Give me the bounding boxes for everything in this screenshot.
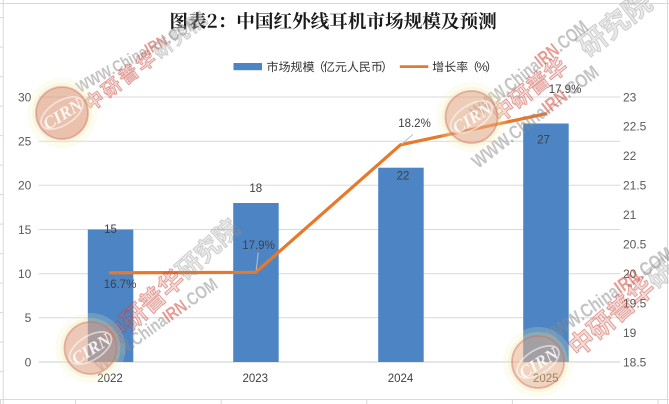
- svg-text:15: 15: [104, 224, 117, 236]
- svg-text:22: 22: [397, 171, 410, 183]
- svg-text:2022: 2022: [97, 373, 123, 385]
- svg-text:25: 25: [18, 134, 32, 148]
- svg-text:10: 10: [18, 267, 32, 281]
- svg-text:19.5: 19.5: [623, 296, 647, 310]
- svg-text:23: 23: [623, 90, 637, 104]
- svg-text:2024: 2024: [388, 373, 414, 385]
- svg-text:30: 30: [18, 90, 32, 104]
- svg-text:18: 18: [249, 183, 262, 195]
- svg-text:16.7%: 16.7%: [104, 279, 137, 291]
- svg-text:27: 27: [537, 135, 550, 147]
- svg-text:17.9%: 17.9%: [549, 84, 582, 96]
- svg-text:17.9%: 17.9%: [242, 240, 275, 252]
- svg-text:2025: 2025: [533, 373, 559, 385]
- svg-text:2023: 2023: [243, 373, 269, 385]
- svg-text:21: 21: [623, 208, 637, 222]
- svg-text:20: 20: [18, 179, 32, 193]
- svg-text:22: 22: [623, 149, 637, 163]
- svg-text:0: 0: [25, 355, 32, 369]
- svg-text:%: %: [477, 60, 488, 74]
- svg-text:20.5: 20.5: [623, 238, 647, 252]
- svg-text:22.5: 22.5: [623, 120, 647, 134]
- svg-text:18.2%: 18.2%: [398, 118, 431, 130]
- svg-text:18.5: 18.5: [623, 355, 647, 369]
- svg-text:21.5: 21.5: [623, 179, 647, 193]
- svg-text:5: 5: [25, 311, 32, 325]
- svg-text:20: 20: [623, 267, 637, 281]
- svg-text:19: 19: [623, 326, 637, 340]
- svg-text:15: 15: [18, 223, 32, 237]
